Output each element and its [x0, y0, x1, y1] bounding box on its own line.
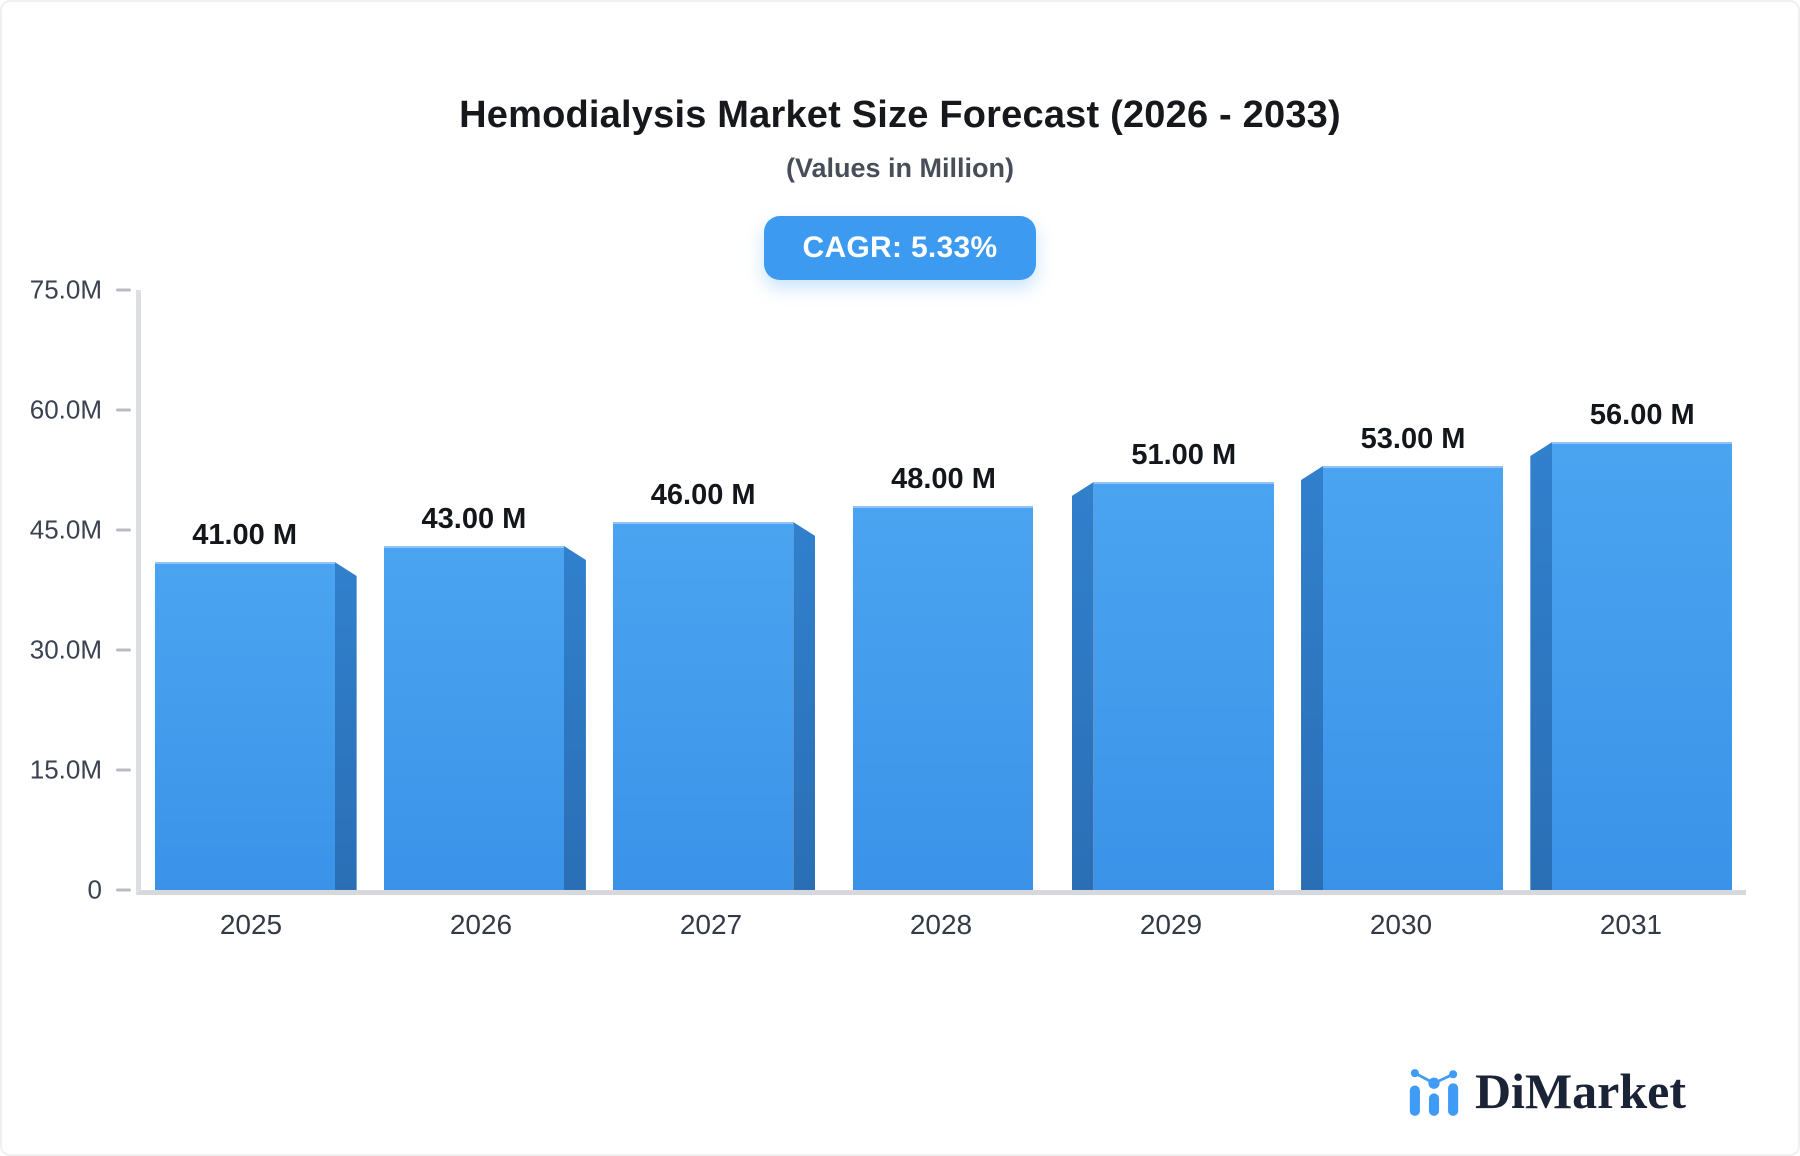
- bar-face: [613, 522, 794, 890]
- bar-value-label: 51.00 M: [1131, 439, 1237, 471]
- bar-value-label: 41.00 M: [192, 519, 298, 551]
- y-axis-tick-label: 60.0M: [29, 394, 102, 425]
- bar-side-panel: [563, 546, 586, 890]
- y-axis-tick-label: 75.0M: [29, 274, 102, 305]
- bar-value-label: 46.00 M: [650, 479, 756, 511]
- bar-side-panel: [334, 562, 357, 890]
- bar-value-label: 56.00 M: [1589, 399, 1695, 431]
- x-axis-label: 2025: [219, 909, 283, 940]
- x-axis-label: 2026: [449, 909, 513, 940]
- bars-row: 41.00 M 43.00 M 46.00 M 48.00 M 51.00 M 53.00…: [141, 290, 1746, 890]
- bar-column: 51.00 M: [1058, 439, 1287, 890]
- bar-column: 48.00 M: [829, 463, 1058, 890]
- bar-column: 43.00 M: [370, 503, 599, 890]
- bar-face: [1552, 442, 1733, 890]
- x-axis-label: 2031: [1599, 909, 1663, 940]
- y-axis-tick: 75.0M: [30, 275, 141, 306]
- chart-subtitle: (Values in Million): [785, 153, 1015, 183]
- dimarket-chart-logo-icon: [1409, 1069, 1459, 1116]
- chart-header: Hemodialysis Market Size Forecast (2026 …: [2, 2, 1798, 280]
- logo-text: DiMarket: [1474, 1063, 1686, 1119]
- y-axis-tick-label: 30.0M: [29, 634, 102, 665]
- cagr-badge: CAGR: 5.33%: [764, 216, 1036, 280]
- y-axis-tick-label: 45.0M: [29, 514, 102, 545]
- bar-side-panel: [1301, 466, 1324, 890]
- bar-2031: 56.00 M: [1530, 399, 1733, 890]
- bar-side-panel: [1071, 482, 1094, 890]
- bar-2029: 51.00 M: [1071, 439, 1274, 890]
- bar-face: [1093, 482, 1274, 890]
- y-axis-tick: 45.0M: [30, 515, 141, 546]
- y-axis-tick-label: 15.0M: [29, 754, 102, 785]
- y-axis-tick-mark: [116, 888, 131, 892]
- x-axis-labels: 2025 2026 2027 2028 2029 2030 2031: [136, 909, 1746, 941]
- bar-side-panel: [1530, 442, 1553, 890]
- y-axis-tick-mark: [116, 528, 131, 532]
- dimarket-logo: DiMarket: [1407, 1064, 1686, 1116]
- y-axis-tick: 15.0M: [30, 755, 141, 786]
- x-axis-label: 2027: [679, 909, 743, 940]
- x-axis-label: 2029: [1139, 909, 1203, 940]
- page-title: Hemodialysis Market Size Forecast (2026 …: [459, 94, 1341, 136]
- y-axis-tick: 0: [88, 875, 141, 906]
- plot-area: 0 15.0M 30.0M 45.0M 60.0M 75.0M 41.00 M 43.00 …: [30, 275, 1746, 905]
- bar-2027: 46.00 M: [613, 479, 816, 890]
- bar-column: 41.00 M: [141, 519, 370, 890]
- x-axis-label: 2028: [909, 909, 973, 940]
- bar-column: 46.00 M: [600, 479, 829, 890]
- bar-face: [853, 506, 1034, 890]
- bar-value-label: 48.00 M: [891, 463, 996, 495]
- y-axis-tick-mark: [116, 288, 131, 292]
- y-axis-tick-mark: [116, 408, 131, 412]
- bar-2026: 43.00 M: [383, 503, 586, 890]
- y-axis-tick: 60.0M: [30, 395, 141, 426]
- bar-face: [1323, 466, 1504, 890]
- bar-2025: 41.00 M: [154, 519, 357, 890]
- bar-column: 56.00 M: [1517, 399, 1746, 890]
- bar-2030: 53.00 M: [1301, 423, 1504, 890]
- bar-face: [383, 546, 564, 890]
- bar-side-panel: [793, 522, 816, 890]
- bar-value-label: 53.00 M: [1360, 423, 1466, 455]
- x-axis-label: 2030: [1369, 909, 1433, 940]
- bar-face: [154, 562, 335, 890]
- bar-column: 53.00 M: [1287, 423, 1516, 890]
- y-axis-tick-mark: [116, 648, 131, 652]
- y-axis-tick: 30.0M: [30, 635, 141, 666]
- y-axis-tick-label: 0: [87, 874, 102, 905]
- bar-2028: 48.00 M: [853, 463, 1034, 890]
- y-axis-tick-mark: [116, 768, 131, 772]
- bar-value-label: 43.00 M: [421, 503, 527, 535]
